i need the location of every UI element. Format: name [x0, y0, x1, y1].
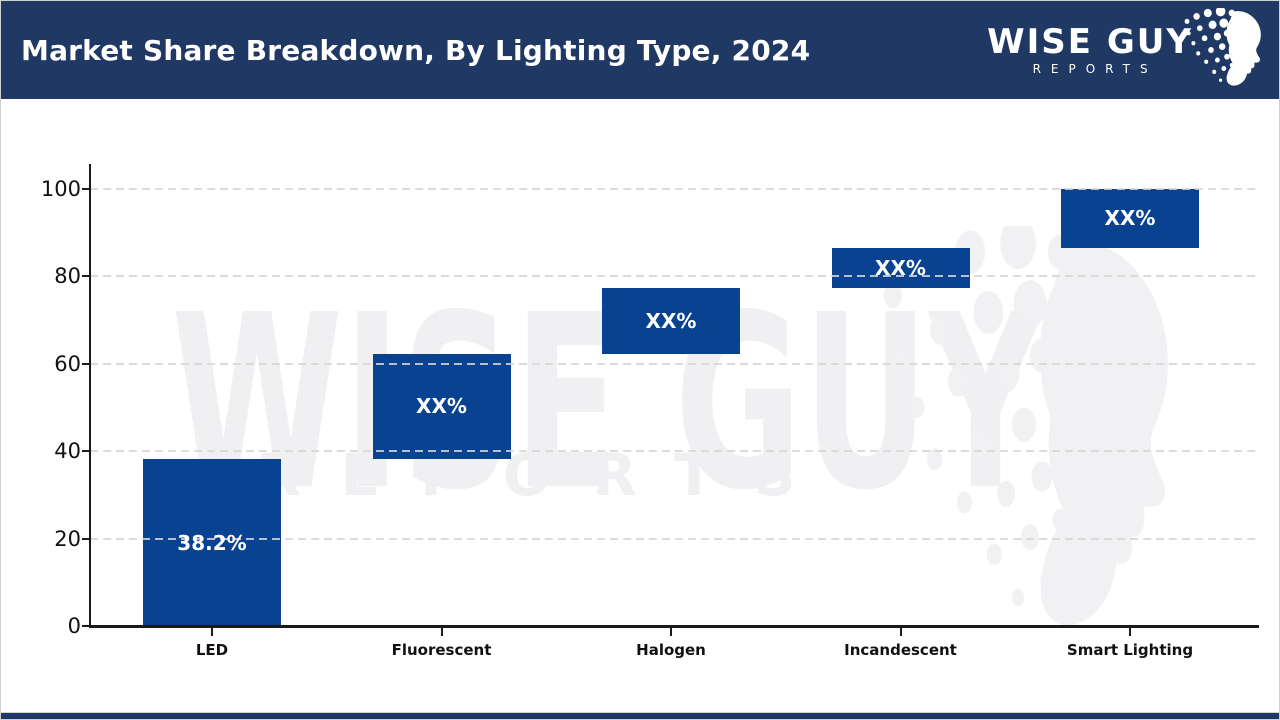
- y-axis-tick-label: 60: [54, 351, 81, 376]
- bar-value-label: 38.2%: [177, 530, 247, 555]
- x-axis-tick-mark: [211, 628, 213, 636]
- bar-value-label: XX%: [645, 308, 697, 333]
- gridline-60: [90, 362, 1259, 365]
- gridline-100: [90, 188, 1259, 190]
- watermark-subtitle: REPORTS: [256, 441, 836, 509]
- x-axis-label: Smart Lighting: [1066, 641, 1194, 659]
- y-axis-line: [89, 164, 91, 628]
- bar-smart-lighting: [1061, 189, 1199, 248]
- wise-guy-logo: WISE GUY REPORTS: [987, 8, 1279, 92]
- x-axis-label: LED: [195, 641, 229, 659]
- bar-value-label: XX%: [875, 256, 926, 281]
- y-axis-tick-label: 0: [67, 614, 81, 638]
- y-axis-tick-mark: [82, 625, 89, 627]
- x-axis-line: [89, 625, 1259, 628]
- page-title: Market Share Breakdown, By Lighting Type…: [21, 33, 811, 67]
- x-axis-tick-mark: [440, 628, 443, 636]
- bar-fluorescent: [372, 353, 511, 460]
- footer-divider: [1, 712, 1279, 713]
- y-axis-tick-mark: [82, 362, 89, 365]
- dotted-head-icon: [1184, 8, 1261, 86]
- bar-halogen: [602, 288, 740, 354]
- y-axis-tick-label: 80: [54, 264, 81, 289]
- gridline-80: [90, 275, 1259, 278]
- bar-incandescent: [831, 247, 970, 289]
- x-axis-label: Halogen: [636, 641, 706, 659]
- y-axis-tick-mark: [82, 537, 89, 540]
- x-axis-tick-mark: [1129, 628, 1131, 636]
- gridline-20: [90, 537, 1259, 540]
- y-axis-tick-mark: [82, 275, 89, 278]
- x-axis-label: Incandescent: [844, 641, 957, 659]
- x-axis-tick-mark: [670, 628, 672, 636]
- bar-led: [143, 459, 281, 626]
- x-axis-label: Fluorescent: [391, 641, 492, 659]
- y-axis-tick-mark: [82, 188, 89, 190]
- logo-wordmark: WISE GUY: [987, 22, 1193, 62]
- gridline-40: [90, 450, 1259, 453]
- header-bar: Market Share Breakdown, By Lighting Type…: [1, 1, 1279, 99]
- y-axis-tick-label: 20: [54, 526, 81, 551]
- bar-value-label: XX%: [416, 394, 467, 419]
- footer-bar: [1, 713, 1279, 719]
- y-axis-tick-label: 100: [40, 177, 81, 201]
- bar-value-label: XX%: [1104, 206, 1156, 231]
- watermark-dotted-head-icon: [883, 226, 1168, 626]
- x-axis-tick-mark: [899, 628, 902, 636]
- y-axis-tick-label: 40: [54, 439, 81, 464]
- logo-subtitle: REPORTS: [1032, 62, 1158, 76]
- logo-text: WISE GUY REPORTS: [987, 25, 1193, 75]
- y-axis-tick-mark: [82, 450, 89, 453]
